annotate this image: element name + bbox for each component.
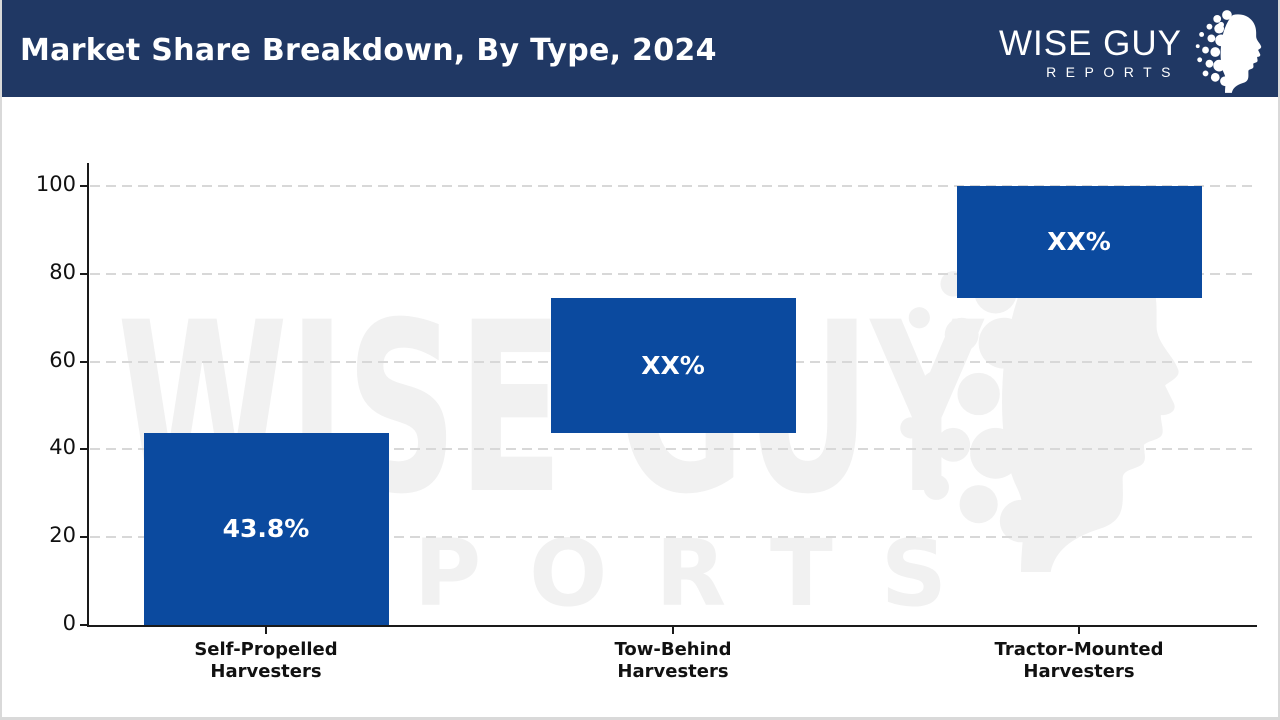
brand-logo: WISE GUY REPORTS xyxy=(998,6,1272,94)
category-label-line1: Tractor-Mounted xyxy=(994,639,1164,660)
gridline-100 xyxy=(90,185,1256,187)
y-axis-line xyxy=(87,163,89,627)
category-label-line1: Self-Propelled xyxy=(194,639,338,660)
logo-subtext: REPORTS xyxy=(1046,64,1180,80)
bar-self-propelled-harvesters: 43.8% xyxy=(143,432,389,625)
y-axis-tick xyxy=(80,360,88,363)
y-axis-tick-label: 80 xyxy=(49,259,76,284)
y-axis-tick-label: 0 xyxy=(62,611,76,635)
x-axis-line xyxy=(87,625,1257,627)
y-axis-tick-label: 60 xyxy=(49,347,76,372)
x-axis-tick xyxy=(672,627,674,634)
bar-value-label: XX% xyxy=(1047,227,1111,257)
x-axis-category-label-tow-behind-harvesters: Tow-Behind Harvesters xyxy=(483,639,863,683)
y-axis-tick xyxy=(80,536,88,539)
gridline-20 xyxy=(90,536,1256,539)
category-label-line2: Harvesters xyxy=(1023,661,1135,682)
chart-title: Market Share Breakdown, By Type, 2024 xyxy=(20,33,717,68)
header-banner: Market Share Breakdown, By Type, 2024 WI… xyxy=(2,0,1278,97)
x-axis-tick xyxy=(265,627,267,634)
x-axis-category-label-tractor-mounted-harvesters: Tractor-Mounted Harvesters xyxy=(889,639,1269,683)
category-label-line2: Harvesters xyxy=(210,661,322,682)
y-axis-tick xyxy=(80,272,88,275)
gridline-40 xyxy=(90,448,1256,451)
y-axis-tick-label: 40 xyxy=(49,435,76,460)
plot-area: 0 20 40 60 80 100 43.8% Self-Propelled Harvester… xyxy=(2,97,1278,717)
logo-wordmark: WISE GUY xyxy=(998,24,1182,63)
bar-tractor-mounted-harvesters: XX% xyxy=(956,186,1202,298)
y-axis-tick xyxy=(80,624,88,626)
x-axis-category-label-self-propelled-harvesters: Self-Propelled Harvesters xyxy=(76,639,456,683)
y-axis-tick-label: 100 xyxy=(35,172,76,196)
y-axis-tick xyxy=(80,185,88,187)
category-label-line2: Harvesters xyxy=(617,661,729,682)
bar-value-label: XX% xyxy=(641,350,705,380)
bar-value-label: 43.8% xyxy=(222,514,310,544)
bar-tow-behind-harvesters: XX% xyxy=(550,297,796,433)
y-axis-tick xyxy=(80,448,88,451)
logo-face-dots-icon xyxy=(1195,10,1262,93)
category-label-line1: Tow-Behind xyxy=(614,639,732,660)
y-axis-tick-label: 20 xyxy=(49,523,76,548)
x-axis-tick xyxy=(1078,627,1080,634)
gridline-80 xyxy=(90,272,1256,275)
